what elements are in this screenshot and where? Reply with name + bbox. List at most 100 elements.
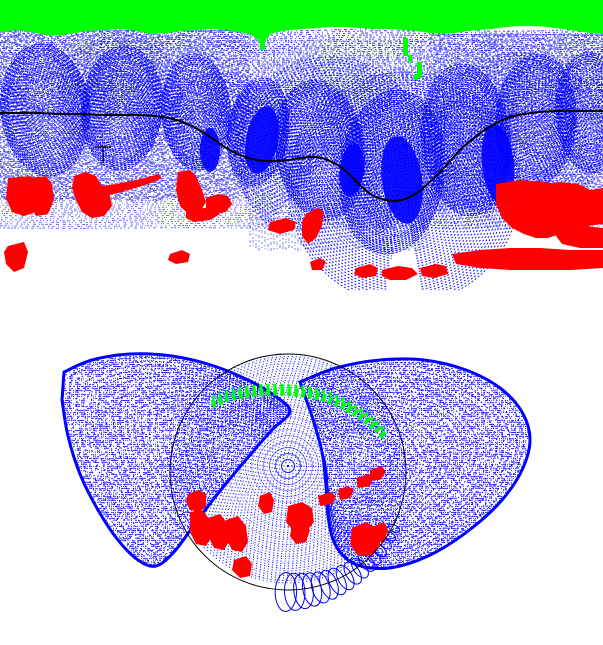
contour-field-cylindrical — [0, 28, 603, 290]
lobe-stipple-row — [300, 563, 530, 566]
lobe-stipple-row — [300, 461, 530, 464]
contour-arc — [490, 108, 550, 166]
lobe-stipple-row — [62, 457, 291, 460]
contour-arc — [439, 57, 601, 214]
right-lobe-contour — [307, 391, 472, 541]
lobe-stipple-row — [300, 441, 530, 444]
lobe-stipple-row — [62, 469, 291, 472]
sphere-contour-circle — [259, 437, 317, 495]
contour-arc — [342, 126, 466, 249]
contour-arc — [337, 121, 471, 254]
lobe-stipple-row — [62, 551, 291, 554]
contour-line — [176, 78, 216, 146]
sphere-contour-circle — [225, 403, 351, 529]
contour-arc — [278, 100, 382, 197]
contour-arc — [94, 70, 146, 120]
contour-arc — [434, 52, 603, 219]
lobe-stipple-row — [301, 427, 530, 430]
contour-arc — [91, 67, 149, 123]
contour-line — [30, 88, 60, 132]
lobe-stipple-row — [300, 525, 530, 528]
right-lobe-contour — [313, 413, 432, 522]
grid-tick-marker — [95, 146, 111, 163]
right-lobe-contour — [314, 417, 425, 519]
contour-arc — [479, 97, 561, 177]
contour-arc — [325, 147, 335, 156]
sphere-contour-circle — [201, 379, 375, 553]
contour-line — [565, 70, 603, 154]
lobe-stipple-row — [300, 445, 530, 448]
sphere-contour-circle — [264, 442, 312, 490]
lobe-stipple-row — [62, 411, 291, 414]
sphere-contour-circle — [182, 360, 394, 572]
contour-arc — [234, 56, 426, 235]
lobe-stipple-row — [300, 553, 530, 556]
contour-line — [107, 86, 137, 130]
contour-arc — [305, 89, 503, 285]
contour-arc — [295, 79, 513, 290]
lobe-stipple-row — [62, 489, 291, 492]
sphere-radial-line — [263, 465, 289, 582]
contour-arc — [64, 40, 176, 149]
lobe-stipple-row — [62, 471, 291, 474]
contour-line — [580, 95, 600, 129]
contour-arc — [355, 139, 453, 236]
contour-line — [111, 92, 133, 124]
lobe-stipple-row — [300, 419, 530, 422]
contour-line — [39, 101, 51, 119]
left-lobe-contour — [83, 364, 291, 558]
contour-arc — [79, 55, 161, 135]
contour-arc — [244, 66, 416, 226]
lobe-stipple-row — [62, 409, 291, 412]
lobe-stipple-row — [62, 557, 291, 560]
lobe-stipple-row — [295, 570, 540, 571]
lobe-stipple-row — [300, 483, 530, 486]
contour-arc — [276, 98, 384, 199]
lobe-stipple-row — [300, 425, 530, 428]
contour-line — [95, 66, 149, 150]
lobe-stipple-row — [300, 479, 530, 482]
lobe-stipple-row — [62, 395, 291, 398]
contour-arc — [214, 120, 230, 135]
lobe-stipple-row — [62, 475, 291, 478]
sphere-contour-circle — [249, 427, 327, 505]
lobe-stipple-row — [300, 407, 530, 410]
contour-arc — [76, 52, 164, 137]
contour-arc — [331, 115, 477, 259]
lobe-stipple-row — [295, 350, 541, 351]
contour-arc — [476, 94, 564, 180]
lobe-stipple-row — [295, 572, 539, 573]
contour-line — [556, 53, 603, 171]
lobe-stipple-row — [57, 352, 300, 353]
sphere-contour-circle — [189, 367, 387, 565]
contour-line — [43, 107, 47, 113]
lobe-stipple-row — [62, 419, 291, 422]
lobe-stipple-row — [62, 565, 291, 567]
lobe-stipple-row — [300, 455, 530, 458]
sphere-contour-circle — [261, 439, 315, 493]
globe-land-9 — [318, 492, 336, 506]
ice-spike — [414, 74, 418, 80]
lobe-stipple-row — [62, 373, 291, 376]
lobe-stipple-row — [62, 559, 291, 562]
contour-line — [173, 74, 219, 150]
contour-arc — [448, 66, 592, 206]
ice-spike — [260, 34, 265, 50]
contour-line — [28, 86, 62, 134]
contour-arc — [70, 46, 170, 143]
right-lobe-contour — [303, 376, 498, 554]
rim-curl-loop — [350, 557, 369, 579]
lobe-stipple-row — [62, 525, 291, 528]
contour-line — [0, 43, 90, 177]
lobe-stipple-row — [62, 465, 291, 468]
contour-line — [97, 70, 147, 146]
contour-arc — [58, 34, 182, 154]
right-lobe-group — [295, 350, 541, 573]
lobe-stipple-row — [301, 437, 530, 440]
contour-arc — [61, 37, 179, 151]
contour-arc — [200, 106, 244, 147]
contour-line — [287, 99, 353, 201]
contour-arc — [181, 87, 263, 164]
lobe-stipple-row — [300, 421, 530, 424]
sphere-contour-circle — [276, 454, 300, 478]
